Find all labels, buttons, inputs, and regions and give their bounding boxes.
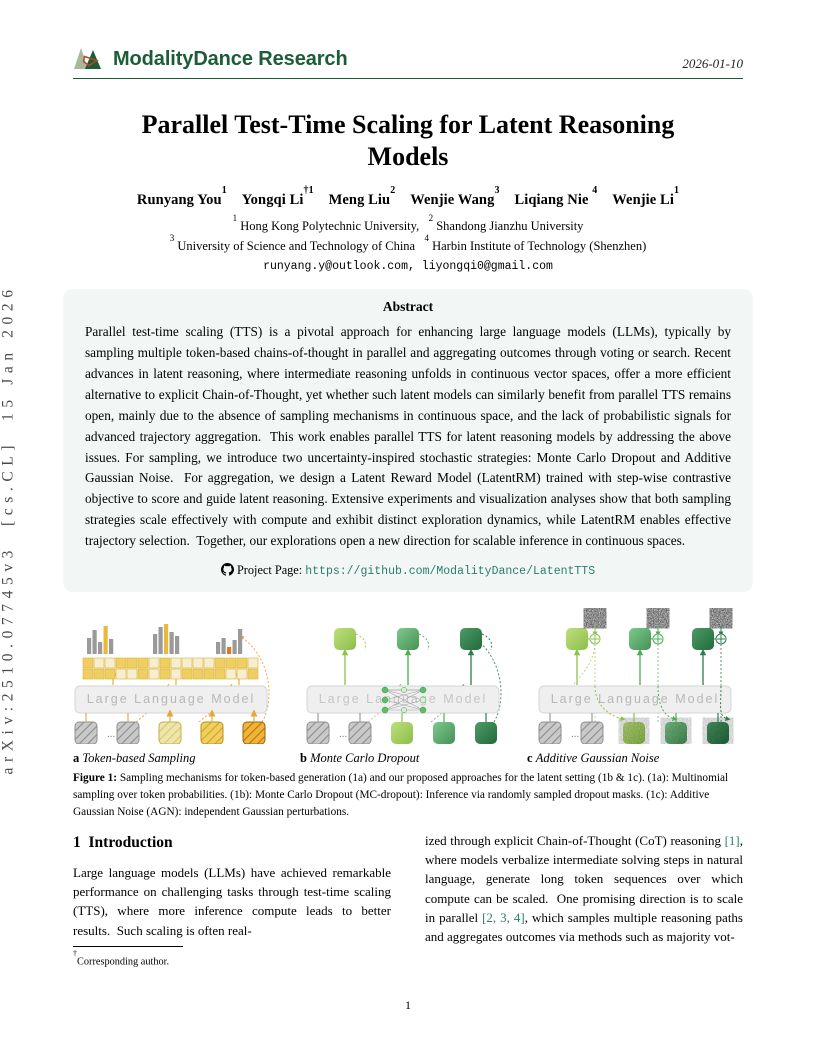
svg-text:...: ... xyxy=(107,728,116,740)
svg-text:Large Language Model: Large Language Model xyxy=(551,692,720,706)
svg-text:...: ... xyxy=(571,728,580,740)
svg-text:...: ... xyxy=(339,728,348,740)
svg-text:Large Language Model: Large Language Model xyxy=(319,692,488,706)
svg-text:Large Language Model: Large Language Model xyxy=(87,692,256,706)
